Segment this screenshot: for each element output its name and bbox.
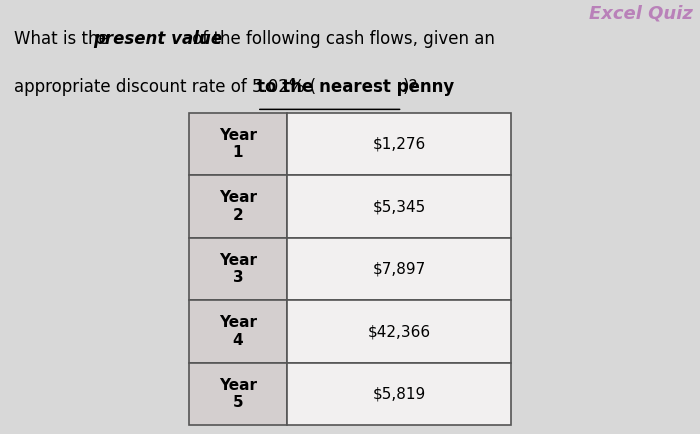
Bar bbox=[189, 113, 287, 175]
Bar bbox=[189, 300, 287, 363]
Text: Year
1: Year 1 bbox=[219, 128, 257, 160]
Text: $5,345: $5,345 bbox=[372, 199, 426, 214]
Bar bbox=[287, 238, 511, 300]
Text: to the nearest penny: to the nearest penny bbox=[257, 78, 454, 96]
Text: present value: present value bbox=[93, 30, 222, 48]
Text: $7,897: $7,897 bbox=[372, 262, 426, 276]
Bar bbox=[189, 363, 287, 425]
Text: Year
2: Year 2 bbox=[219, 191, 257, 223]
Bar bbox=[287, 175, 511, 238]
Text: appropriate discount rate of 5.02% (: appropriate discount rate of 5.02% ( bbox=[14, 78, 316, 96]
Text: $1,276: $1,276 bbox=[372, 137, 426, 151]
Bar bbox=[189, 175, 287, 238]
Text: Year
5: Year 5 bbox=[219, 378, 257, 410]
Text: Year
3: Year 3 bbox=[219, 253, 257, 285]
Bar bbox=[287, 300, 511, 363]
Bar bbox=[287, 363, 511, 425]
Text: )?: )? bbox=[402, 78, 418, 96]
Text: Excel Quiz: Excel Quiz bbox=[589, 4, 693, 22]
Text: $5,819: $5,819 bbox=[372, 387, 426, 401]
Text: Year
4: Year 4 bbox=[219, 316, 257, 348]
Bar bbox=[189, 238, 287, 300]
Text: $42,366: $42,366 bbox=[368, 324, 430, 339]
Bar bbox=[287, 113, 511, 175]
Text: of the following cash flows, given an: of the following cash flows, given an bbox=[187, 30, 495, 48]
Text: What is the: What is the bbox=[14, 30, 114, 48]
